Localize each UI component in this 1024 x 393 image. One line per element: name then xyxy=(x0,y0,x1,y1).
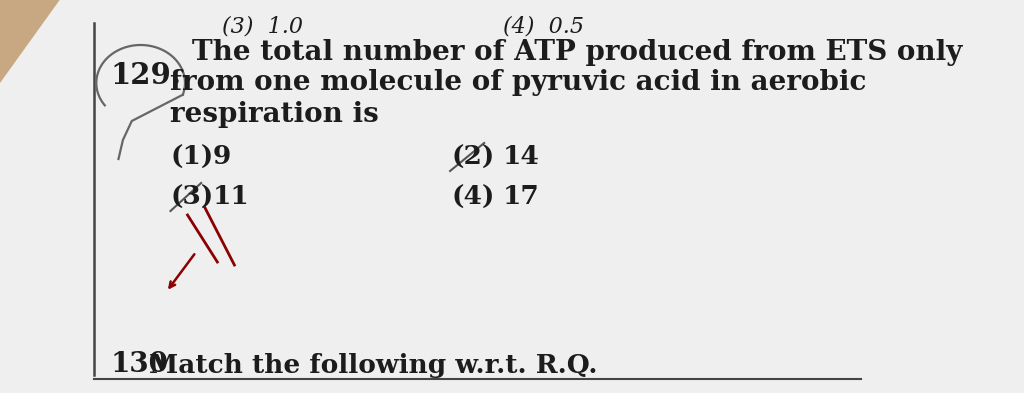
Text: 17: 17 xyxy=(503,184,540,209)
Text: (1): (1) xyxy=(170,145,214,169)
Text: Match the following w.r.t. R.Q.: Match the following w.r.t. R.Q. xyxy=(150,353,598,378)
Text: (3): (3) xyxy=(170,184,214,209)
Text: (4)  0.5: (4) 0.5 xyxy=(503,15,584,37)
Text: 130: 130 xyxy=(111,351,169,378)
Text: 11: 11 xyxy=(213,184,250,209)
Text: 9: 9 xyxy=(213,145,231,169)
Text: from one molecule of pyruvic acid in aerobic: from one molecule of pyruvic acid in aer… xyxy=(170,70,867,97)
Text: (2): (2) xyxy=(452,145,495,169)
Text: 14: 14 xyxy=(503,145,540,169)
Text: The total number of ATP produced from ETS only: The total number of ATP produced from ET… xyxy=(191,40,963,66)
Text: (3)  1.0: (3) 1.0 xyxy=(221,15,303,37)
Text: 129.: 129. xyxy=(111,61,182,90)
Text: respiration is: respiration is xyxy=(170,101,379,129)
Polygon shape xyxy=(0,0,59,83)
Text: (4): (4) xyxy=(452,184,496,209)
